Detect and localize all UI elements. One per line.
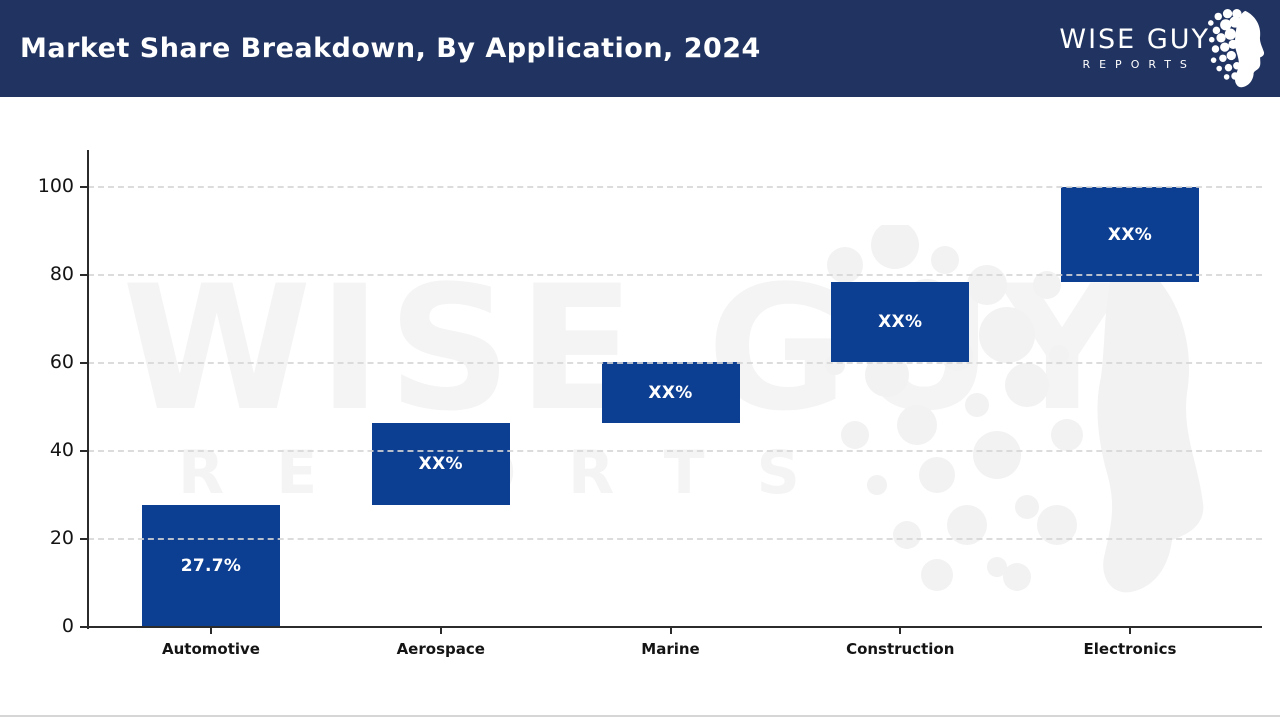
gridline-100 [88, 186, 1262, 188]
bar-value-label: XX% [1107, 224, 1153, 245]
gridline-20 [88, 538, 1262, 540]
bar-value-label: 27.7% [180, 556, 242, 577]
x-tick-mark-construction [899, 628, 902, 634]
gridline-60 [88, 362, 1262, 364]
y-tick-mark-40 [80, 450, 87, 452]
x-tick-label-automotive: Automotive [162, 640, 260, 658]
x-tick-mark-aerospace [439, 628, 442, 634]
bar-marine: XX% [601, 362, 740, 424]
bar-electronics: XX% [1061, 187, 1199, 283]
bar-construction: XX% [831, 282, 970, 363]
x-tick-label-aerospace: Aerospace [396, 640, 485, 658]
y-tick-label-100: 100 [37, 175, 74, 197]
bar-value-label: XX% [878, 312, 923, 333]
logo-wordmark-line1: WISE GUY [1059, 24, 1210, 56]
y-tick-mark-80 [80, 274, 87, 276]
x-tick-mark-automotive [210, 628, 212, 634]
bar-automotive: 27.7% [142, 505, 280, 627]
x-tick-mark-marine [669, 628, 672, 634]
watermark-text-line2: REPORTS [178, 438, 852, 508]
y-axis-line [87, 150, 89, 629]
header-bar: Market Share Breakdown, By Application, … [0, 0, 1280, 97]
y-tick-mark-60 [80, 362, 87, 364]
bar-value-label: XX% [648, 382, 693, 403]
logo-wordmark: WISE GUY REPORTS [1059, 24, 1210, 71]
y-tick-mark-100 [80, 186, 87, 188]
x-axis-line [87, 626, 1262, 628]
bottom-divider [0, 715, 1280, 717]
y-tick-mark-0 [80, 626, 87, 628]
page-title: Market Share Breakdown, By Application, … [20, 33, 761, 64]
x-tick-label-construction: Construction [846, 640, 955, 658]
y-tick-label-0: 0 [61, 615, 74, 637]
y-tick-label-40: 40 [49, 439, 74, 461]
gridline-80 [88, 274, 1262, 276]
bar-aerospace: XX% [371, 423, 510, 506]
logo-wordmark-line2: REPORTS [1082, 57, 1196, 71]
logo-head-icon [1208, 8, 1265, 87]
brand-logo: WISE GUY REPORTS [1059, 8, 1266, 89]
y-tick-label-60: 60 [49, 351, 74, 373]
gridline-40 [88, 450, 1262, 452]
x-tick-label-electronics: Electronics [1083, 640, 1177, 658]
x-tick-mark-electronics [1129, 628, 1131, 634]
bar-value-label: XX% [418, 454, 463, 475]
y-tick-mark-20 [80, 538, 87, 540]
y-tick-label-80: 80 [49, 263, 74, 285]
x-tick-label-marine: Marine [641, 640, 700, 658]
y-tick-label-20: 20 [49, 527, 74, 549]
